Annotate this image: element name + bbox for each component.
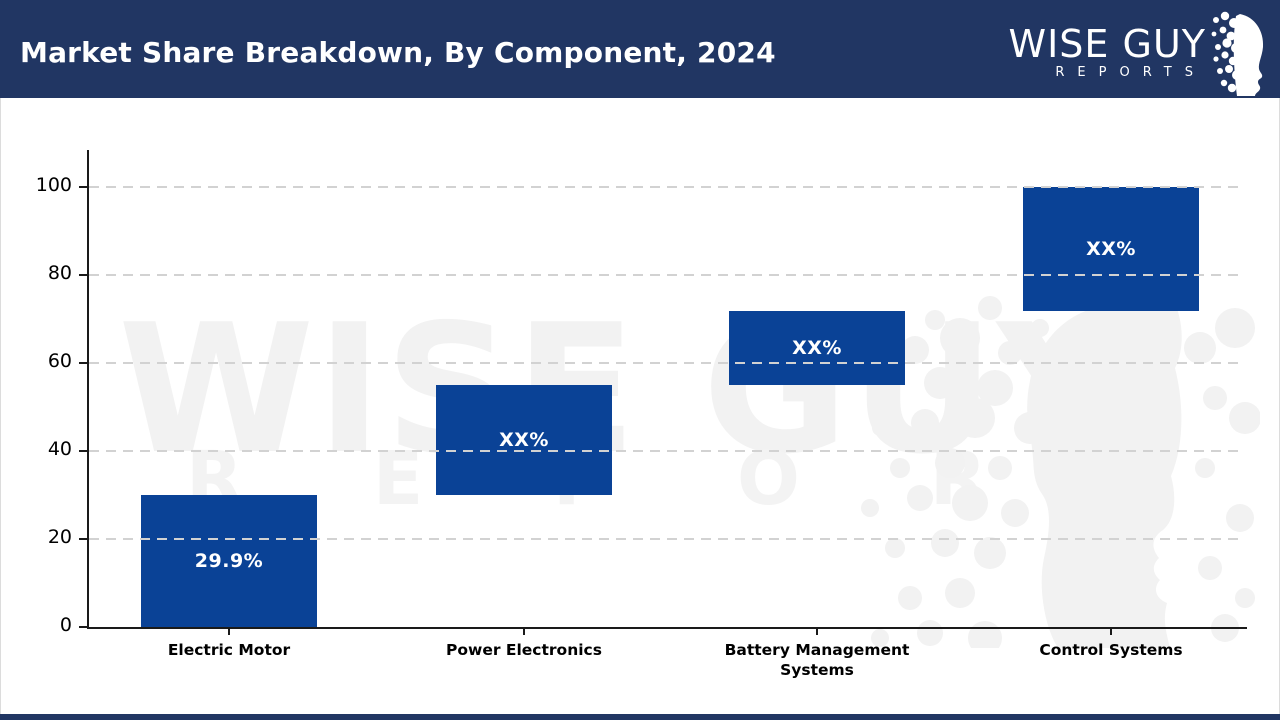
- y-tick-mark-20: [79, 538, 87, 540]
- gridline-40: [89, 450, 1245, 452]
- y-axis-spine: [87, 150, 89, 627]
- x-tick-mark-control-systems: [1110, 629, 1112, 635]
- x-axis-spine: [87, 627, 1247, 629]
- wiseguy-logo-line1: WISE GUY: [1008, 22, 1206, 66]
- x-tick-mark-power-electronics: [523, 629, 525, 635]
- bar-power-electronics: XX%: [436, 385, 612, 496]
- x-tick-mark-electric-motor: [228, 629, 230, 635]
- wiseguy-logo: WISE GUY REPORTS: [1009, 6, 1272, 96]
- y-tick-mark-60: [79, 362, 87, 364]
- bar-value-label: XX%: [792, 337, 842, 360]
- header-band: Market Share Breakdown, By Component, 20…: [0, 0, 1280, 98]
- y-tick-label-20: 20: [47, 526, 72, 548]
- y-tick-label-60: 60: [47, 350, 72, 372]
- bar-battery-management-systems: XX%: [729, 310, 905, 386]
- footer-band: [0, 714, 1280, 720]
- x-tick-label-electric-motor: Electric Motor: [167, 641, 291, 659]
- wiseguy-logo-text: WISE GUY REPORTS: [1009, 24, 1206, 80]
- gridline-80: [89, 274, 1245, 276]
- watermark-head-icon: [861, 261, 1260, 648]
- x-tick-label-power-electronics: Power Electronics: [446, 641, 602, 659]
- y-tick-mark-40: [79, 450, 87, 452]
- bar-value-label: 29.9%: [194, 550, 264, 573]
- bar-electric-motor: 29.9%: [141, 495, 317, 627]
- wiseguy-logo-line2: REPORTS: [1055, 65, 1206, 80]
- y-tick-label-40: 40: [47, 438, 72, 460]
- x-tick-label-battery-management-systems: Battery Management Systems: [724, 641, 910, 679]
- gridline-20: [89, 538, 1245, 540]
- gridline-100: [89, 186, 1245, 188]
- bar-value-label: XX%: [499, 429, 549, 452]
- page-title: Market Share Breakdown, By Component, 20…: [20, 36, 776, 69]
- y-tick-label-0: 0: [59, 614, 72, 636]
- x-tick-label-control-systems: Control Systems: [1039, 641, 1183, 659]
- y-tick-label-80: 80: [47, 262, 72, 284]
- y-tick-mark-0: [79, 626, 87, 628]
- y-tick-mark-100: [79, 186, 87, 188]
- bar-value-label: XX%: [1086, 237, 1136, 260]
- y-tick-label-100: 100: [35, 174, 72, 196]
- x-tick-mark-battery-management-systems: [816, 629, 818, 635]
- chart-plot-area: WISE GUY R E P O R T S 2: [0, 98, 1280, 714]
- y-tick-mark-80: [79, 274, 87, 276]
- bar-control-systems: XX%: [1023, 187, 1199, 311]
- wiseguy-head-icon: [1211, 11, 1264, 96]
- gridline-60: [89, 362, 1245, 364]
